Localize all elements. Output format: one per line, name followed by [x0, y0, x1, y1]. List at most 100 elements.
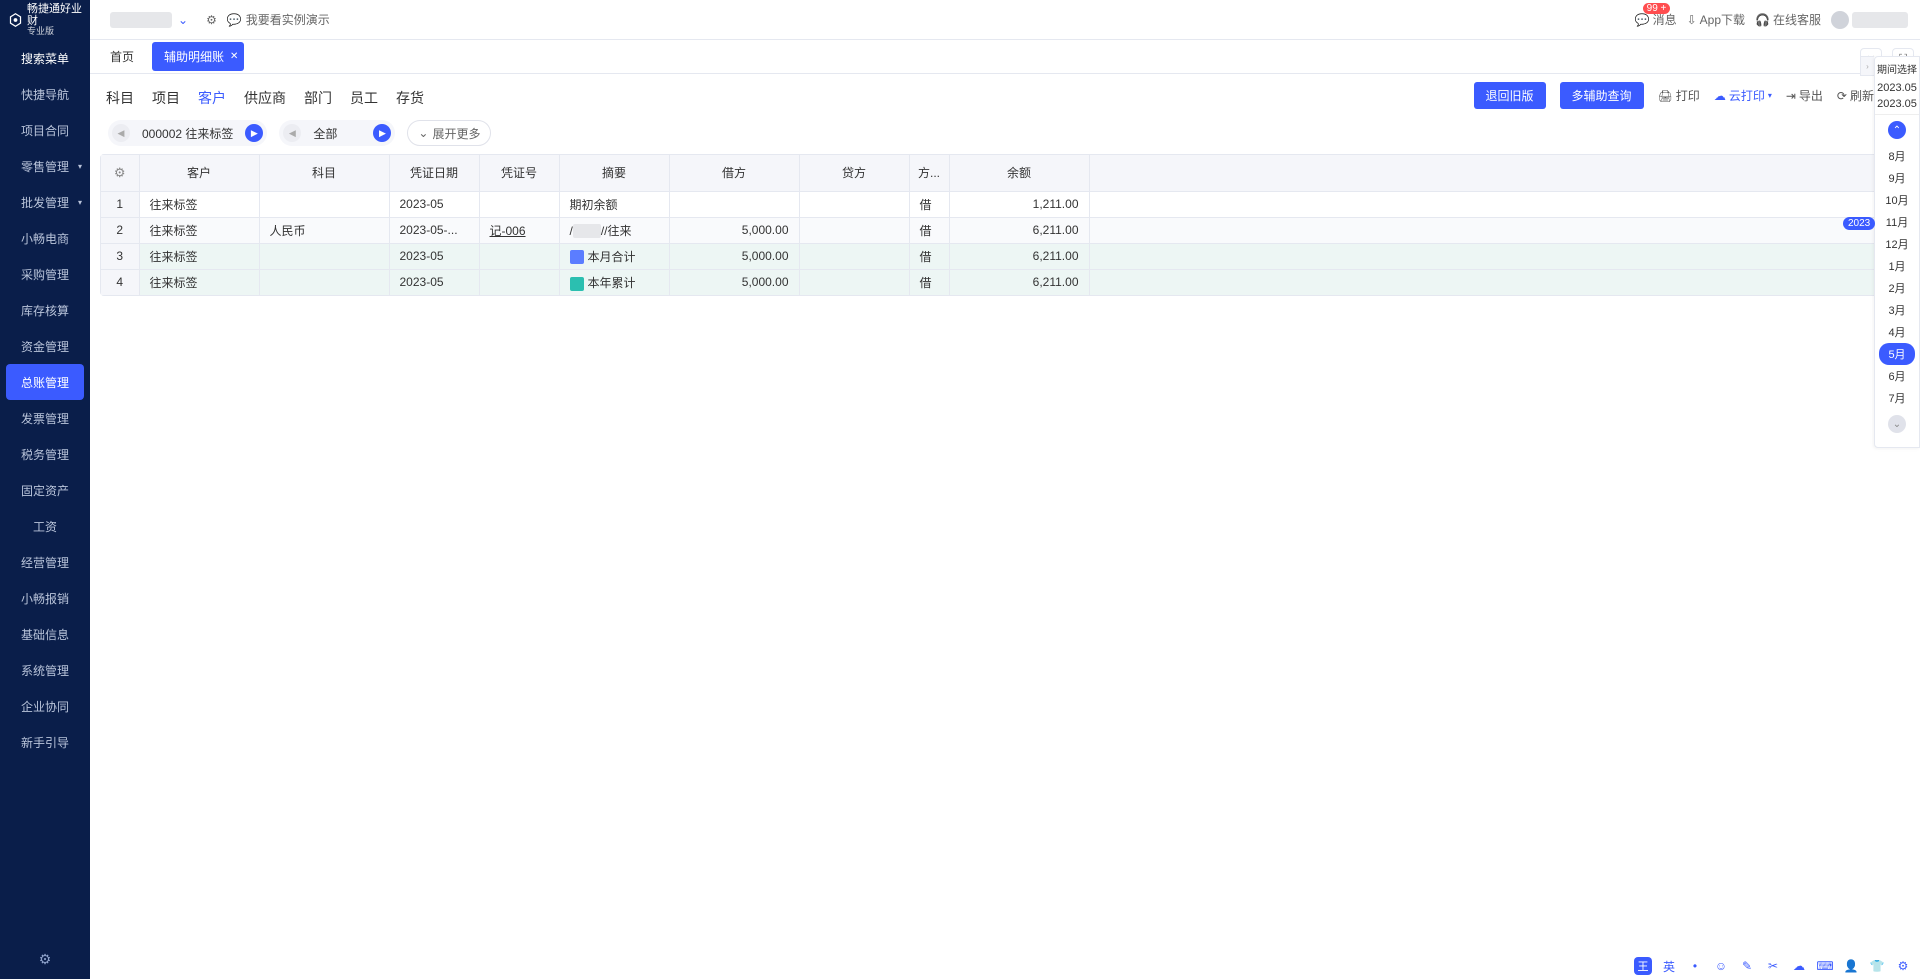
month-item[interactable]: 3月 — [1875, 299, 1919, 321]
print-icon: 🖨 — [1658, 89, 1673, 103]
ime-keyboard-icon[interactable]: ⌨ — [1816, 957, 1834, 975]
period-end[interactable]: 2023.05 — [1875, 96, 1919, 115]
period-start[interactable]: 2023.05 — [1875, 80, 1919, 96]
ime-lang[interactable]: 英 — [1660, 957, 1678, 975]
ime-shirt-icon[interactable]: 👕 — [1868, 957, 1886, 975]
scroll-down-button[interactable]: ⌄ — [1888, 415, 1906, 433]
chevron-down-icon: ▾ — [78, 162, 82, 171]
month-item[interactable]: 7月 — [1875, 387, 1919, 409]
refresh-icon: ⟳ — [1837, 89, 1847, 103]
ime-cloud-icon[interactable]: ☁ — [1790, 957, 1808, 975]
voucher-link[interactable]: 记-006 — [490, 224, 526, 238]
sidebar-item-3[interactable]: 零售管理▾ — [0, 148, 90, 184]
cat-tab-5[interactable]: 员工 — [350, 88, 378, 108]
month-item[interactable]: 4月 — [1875, 321, 1919, 343]
cat-tab-1[interactable]: 项目 — [152, 88, 180, 108]
sidebar-item-13[interactable]: 工资 — [0, 508, 90, 544]
demo-link[interactable]: 💬 我要看实例演示 — [227, 11, 330, 28]
cat-tab-0[interactable]: 科目 — [106, 88, 134, 108]
cloud-print-button[interactable]: ☁云打印▾ — [1714, 87, 1772, 104]
month-item[interactable]: 8月 — [1875, 145, 1919, 167]
chevron-down-icon: ▾ — [78, 198, 82, 207]
avatar-icon — [1831, 11, 1849, 29]
brand-edition: 专业版 — [27, 27, 82, 37]
sidebar-item-11[interactable]: 税务管理 — [0, 436, 90, 472]
sidebar-item-0[interactable]: 搜索菜单 — [0, 40, 90, 76]
tab-home[interactable]: 首页 — [100, 44, 144, 69]
cat-tab-6[interactable]: 存货 — [396, 88, 424, 108]
ledger-table: ⚙客户科目凭证日期凭证号摘要借方贷方方...余额 1往来标签2023-05期初余… — [100, 154, 1910, 296]
sidebar-item-19[interactable]: 新手引导 — [0, 724, 90, 760]
export-button[interactable]: ⇥导出 — [1786, 87, 1823, 104]
chevron-left-icon[interactable]: ◀ — [112, 124, 130, 142]
print-button[interactable]: 🖨打印 — [1658, 87, 1700, 104]
settings-icon[interactable]: ⚙ — [39, 951, 52, 968]
chevron-right-icon[interactable]: ▶ — [373, 124, 391, 142]
period-panel: 期间选择 2023.05 2023.05 ⌃ 8月9月10月11月12月1月2月… — [1874, 56, 1920, 448]
filter-chip-customer[interactable]: ◀ 000002 往来标签 ▶ — [108, 120, 267, 146]
brand-name: 畅捷通好业财 — [27, 3, 82, 27]
cat-tab-4[interactable]: 部门 — [304, 88, 332, 108]
ime-badge[interactable]: 王 — [1634, 957, 1652, 975]
message-badge: 99 + — [1643, 3, 1671, 14]
expand-more-button[interactable]: ⌄ 展开更多 — [407, 120, 491, 146]
ime-person-icon[interactable]: 👤 — [1842, 957, 1860, 975]
ime-smile-icon[interactable]: ☺ — [1712, 957, 1730, 975]
sidebar-item-9[interactable]: 总账管理 — [6, 364, 84, 400]
sidebar-item-10[interactable]: 发票管理 — [0, 400, 90, 436]
tab-current[interactable]: 辅助明细账 ✕ — [152, 42, 244, 71]
sidebar-item-17[interactable]: 系统管理 — [0, 652, 90, 688]
ime-gear-icon[interactable]: ⚙ — [1894, 957, 1912, 975]
filter-chip-scope[interactable]: ◀ 全部 ▶ — [279, 120, 395, 146]
cat-tab-3[interactable]: 供应商 — [244, 88, 286, 108]
chevron-left-icon[interactable]: ◀ — [283, 124, 301, 142]
month-item[interactable]: 10月 — [1875, 189, 1919, 211]
org-selector[interactable]: xxxx ⌄ — [102, 9, 196, 31]
multi-query-button[interactable]: 多辅助查询 — [1560, 82, 1644, 109]
month-item[interactable]: 9月 — [1875, 167, 1919, 189]
header-bar: xxxx ⌄ ⚙ 💬 我要看实例演示 💬 消息 99 + ⇩ App下载 🎧 在… — [90, 0, 1920, 40]
download-icon: ⇩ — [1687, 13, 1697, 27]
col-0: 客户 — [139, 155, 259, 191]
chevron-right-icon[interactable]: ▶ — [245, 124, 263, 142]
sidebar-item-6[interactable]: 采购管理 — [0, 256, 90, 292]
messages-link[interactable]: 💬 消息 99 + — [1635, 11, 1677, 28]
refresh-button[interactable]: ⟳刷新 — [1837, 87, 1874, 104]
period-collapse-button[interactable]: › — [1860, 56, 1874, 76]
sidebar-item-1[interactable]: 快捷导航 — [0, 76, 90, 112]
sidebar-item-16[interactable]: 基础信息 — [0, 616, 90, 652]
speech-icon: 💬 — [227, 13, 242, 27]
sidebar-item-4[interactable]: 批发管理▾ — [0, 184, 90, 220]
sidebar-item-5[interactable]: 小畅电商 — [0, 220, 90, 256]
chip-scope-text: 全部 — [307, 125, 367, 142]
month-item[interactable]: 12月 — [1875, 233, 1919, 255]
cat-tab-2[interactable]: 客户 — [198, 88, 226, 108]
col-4: 摘要 — [559, 155, 669, 191]
sidebar-item-18[interactable]: 企业协同 — [0, 688, 90, 724]
sidebar-item-8[interactable]: 资金管理 — [0, 328, 90, 364]
ime-pen-icon[interactable]: ✎ — [1738, 957, 1756, 975]
user-menu[interactable]: xxxx — [1831, 11, 1908, 29]
support-link[interactable]: 🎧 在线客服 — [1755, 11, 1821, 28]
brand-text: 畅捷通好业财 专业版 — [27, 3, 82, 37]
month-item[interactable]: 5月 — [1879, 343, 1915, 365]
sidebar-item-2[interactable]: 项目合同 — [0, 112, 90, 148]
sidebar-item-15[interactable]: 小畅报销 — [0, 580, 90, 616]
ime-dot-icon[interactable]: • — [1686, 957, 1704, 975]
scroll-up-button[interactable]: ⌃ — [1888, 121, 1906, 139]
gear-icon[interactable]: ⚙ — [114, 165, 126, 180]
gear-icon[interactable]: ⚙ — [206, 13, 217, 27]
back-old-button[interactable]: 退回旧版 — [1474, 82, 1546, 109]
month-item[interactable]: 11月 — [1875, 211, 1919, 233]
sidebar-item-14[interactable]: 经营管理 — [0, 544, 90, 580]
tag-icon — [570, 250, 584, 264]
ime-scissors-icon[interactable]: ✂ — [1764, 957, 1782, 975]
month-item[interactable]: 6月 — [1875, 365, 1919, 387]
month-item[interactable]: 1月 — [1875, 255, 1919, 277]
sidebar-item-12[interactable]: 固定资产 — [0, 472, 90, 508]
close-icon[interactable]: ✕ — [230, 51, 238, 62]
sidebar-item-7[interactable]: 库存核算 — [0, 292, 90, 328]
page-tabs: 首页 辅助明细账 ✕ — [90, 40, 1920, 74]
app-download-link[interactable]: ⇩ App下载 — [1687, 11, 1745, 28]
month-item[interactable]: 2月 — [1875, 277, 1919, 299]
